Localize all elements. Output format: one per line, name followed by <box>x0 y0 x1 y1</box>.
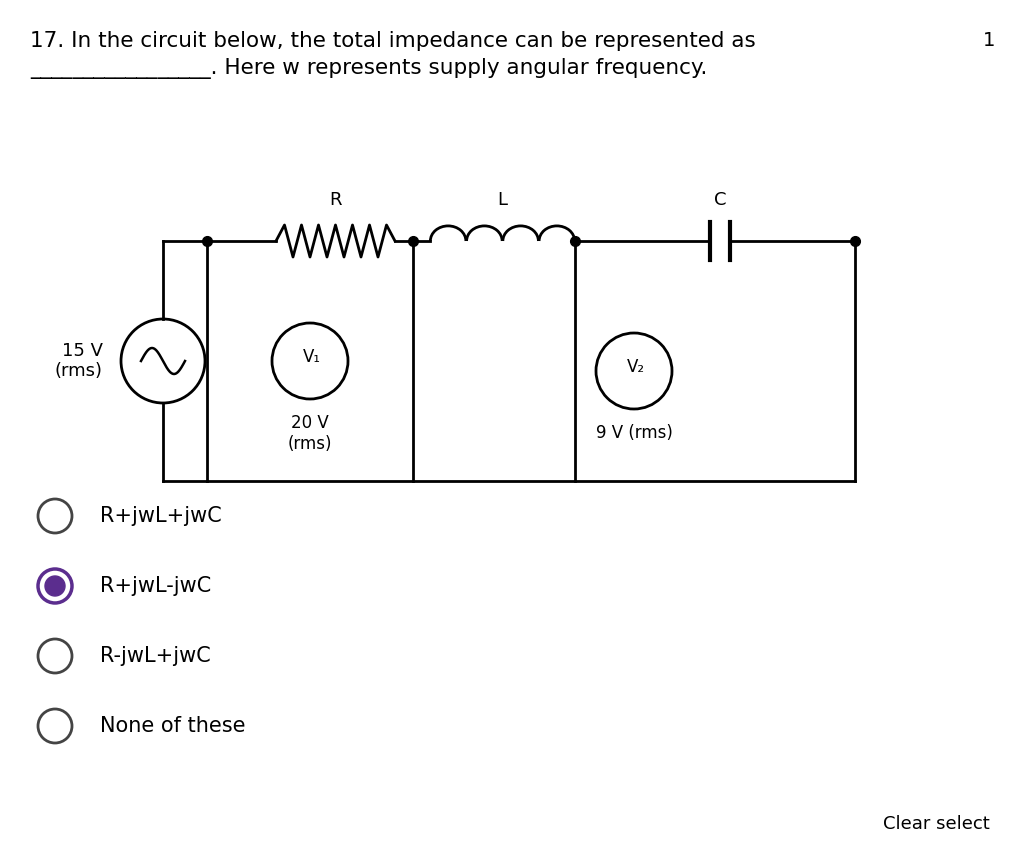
Circle shape <box>596 333 672 409</box>
Text: R-jwL+jwC: R-jwL+jwC <box>100 646 211 666</box>
Text: 17. In the circuit below, the total impedance can be represented as: 17. In the circuit below, the total impe… <box>30 31 756 51</box>
Text: R+jwL+jwC: R+jwL+jwC <box>100 506 222 526</box>
Text: Clear select: Clear select <box>884 815 990 833</box>
Text: None of these: None of these <box>100 716 246 736</box>
Circle shape <box>45 576 65 596</box>
Text: 20 V
(rms): 20 V (rms) <box>288 414 332 453</box>
Text: V₂: V₂ <box>627 358 645 376</box>
Text: _________________. Here w represents supply angular frequency.: _________________. Here w represents sup… <box>30 58 708 79</box>
Text: R: R <box>330 191 342 209</box>
Text: 9 V (rms): 9 V (rms) <box>596 424 673 442</box>
Text: 1: 1 <box>983 31 995 50</box>
Text: C: C <box>714 191 726 209</box>
Text: L: L <box>498 191 508 209</box>
Text: V₁: V₁ <box>303 348 321 366</box>
Circle shape <box>272 323 348 399</box>
Text: R+jwL-jwC: R+jwL-jwC <box>100 576 211 596</box>
Text: 15 V
(rms): 15 V (rms) <box>55 341 103 380</box>
